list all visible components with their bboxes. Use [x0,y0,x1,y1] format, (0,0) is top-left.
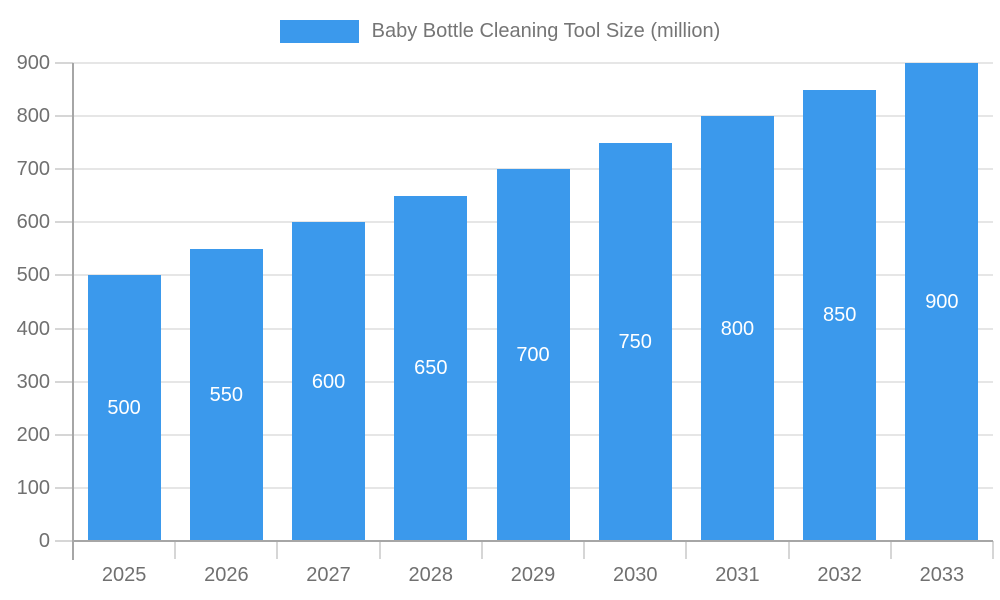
x-axis-line [73,540,993,542]
y-tick [55,62,73,64]
bar-2029[interactable] [496,169,570,541]
legend-swatch[interactable] [279,19,359,43]
y-tick [55,115,73,118]
chart-legend[interactable]: Baby Bottle Cleaning Tool Size (million) [0,15,1000,47]
y-axis-tick-label: 400 [16,317,50,340]
y-axis-tick-label: 0 [38,530,50,552]
y-tick [55,486,73,489]
y-axis-tick-label: 500 [16,264,50,287]
bar-value-label: 500 [107,397,141,420]
y-tick [55,221,73,224]
legend-label[interactable]: Baby Bottle Cleaning Tool Size (million) [371,19,721,42]
bar-value-label: 750 [618,330,652,353]
bar-value-label: 800 [720,317,755,340]
x-tick [480,541,483,559]
bar-2030[interactable] [598,142,672,541]
x-axis-tick-label: 2028 [408,564,454,586]
x-tick [276,541,279,559]
bar-2032[interactable] [803,89,877,541]
bar-2026[interactable] [189,248,263,541]
bar-value-label: 850 [822,304,857,327]
x-axis-tick-label: 2030 [612,564,658,586]
x-axis-tick-label: 2033 [919,564,965,586]
y-tick [55,380,73,383]
x-tick [378,541,381,559]
x-tick [889,541,892,559]
y-axis-tick-label: 100 [16,476,50,499]
bar-2027[interactable] [292,222,366,541]
y-tick [55,433,73,436]
bar-value-label: 650 [414,357,448,380]
bar-2031[interactable] [700,116,774,541]
x-axis-tick-label: 2029 [510,564,556,586]
y-axis-tick-label: 200 [16,423,50,446]
x-axis-tick-label: 2032 [817,564,862,586]
y-axis-tick-label: 900 [16,52,50,74]
x-axis-tick-label: 2027 [306,564,351,586]
x-tick [992,541,994,559]
bar-value-label: 900 [925,291,959,313]
y-axis-tick-label: 800 [16,105,50,128]
y-tick [55,168,73,171]
bar-2025[interactable] [87,275,161,541]
x-tick [685,541,688,559]
y-gridline [73,62,993,64]
bar-value-label: 600 [311,370,346,393]
x-tick [174,541,177,559]
bar-2033[interactable] [905,63,979,541]
y-axis-tick-label: 600 [16,211,50,234]
y-axis-tick-label: 700 [16,158,50,181]
y-gridline [73,115,993,118]
x-axis-tick-label: 2026 [204,564,249,586]
x-tick [583,541,586,559]
y-tick [55,327,73,330]
y-tick [55,540,73,542]
y-tick [55,274,73,277]
bar-value-label: 700 [516,344,550,367]
x-axis-tick-label: 2025 [101,564,147,586]
bar-value-label: 550 [209,383,244,406]
x-axis-tick-label: 2031 [715,564,760,586]
bar-2028[interactable] [394,195,468,541]
y-axis-tick-label: 300 [16,370,50,393]
y-axis-line [72,63,74,560]
x-tick [787,541,790,559]
